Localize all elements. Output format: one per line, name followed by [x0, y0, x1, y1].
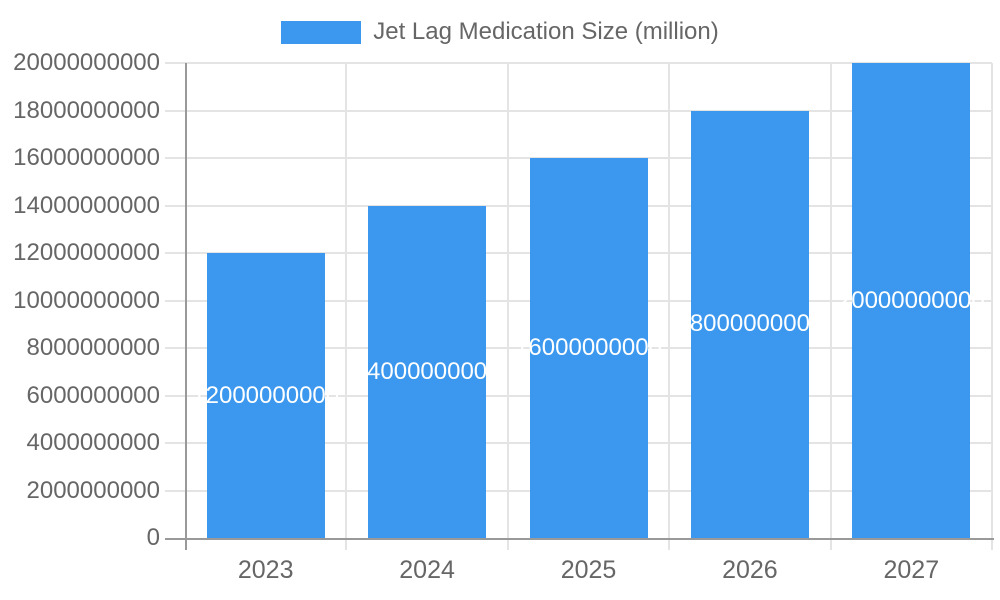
y-axis-tick [165, 109, 185, 112]
x-axis-label: 2026 [722, 556, 778, 584]
legend-swatch-icon [281, 20, 362, 44]
y-axis-line [185, 63, 187, 550]
y-axis-tick [165, 394, 185, 397]
y-axis-tick-label: 12000000000 [13, 239, 160, 266]
y-axis-tick-label: 18000000000 [13, 96, 160, 124]
y-axis-tick [165, 204, 185, 207]
x-axis-label: 2023 [237, 556, 294, 584]
x-axis-tick [668, 540, 671, 550]
gridline-vertical [506, 63, 509, 538]
bar-2023[interactable] [206, 253, 325, 538]
y-axis-tick-label: 16000000000 [13, 144, 160, 171]
x-axis-tick [829, 540, 832, 550]
gridline-horizontal [185, 109, 992, 112]
bar-2026[interactable] [690, 110, 809, 538]
bar-value-label: 12000000000 [192, 381, 340, 409]
y-axis-tick-label: 14000000000 [13, 191, 160, 219]
x-axis-tick [991, 540, 993, 550]
x-axis-label: 2024 [399, 556, 455, 584]
y-axis-tick-label: 2000000000 [26, 476, 160, 504]
x-axis-tick [506, 540, 509, 550]
y-axis-tick-label: 0 [146, 524, 160, 551]
y-axis-tick-label: 8000000000 [26, 334, 160, 361]
gridline-horizontal [185, 62, 992, 64]
bar-value-label: 18000000000 [676, 310, 824, 338]
x-axis-label: 2025 [560, 556, 617, 584]
gridline-vertical [991, 63, 993, 538]
y-axis-tick [165, 157, 185, 159]
y-axis-tick-label: 6000000000 [26, 381, 160, 409]
x-axis-line [165, 538, 994, 540]
y-axis-tick [165, 442, 185, 444]
y-axis-tick [165, 299, 185, 302]
y-axis-tick-label: 20000000000 [13, 49, 160, 76]
gridline-vertical [668, 63, 671, 538]
y-axis-tick-label: 4000000000 [26, 429, 160, 456]
y-axis-tick [165, 347, 185, 349]
gridline-vertical [345, 63, 348, 538]
legend-label: Jet Lag Medication Size (million) [373, 18, 719, 45]
bar-2025[interactable] [529, 158, 648, 538]
plot-area: 0 2000000000 4000000000 6000000000 800000000… [13, 50, 994, 584]
bar-2024[interactable] [368, 205, 487, 538]
bar-2027[interactable] [852, 63, 971, 538]
y-axis-tick [165, 62, 185, 64]
y-axis-tick [165, 252, 185, 254]
chart-legend[interactable]: Jet Lag Medication Size (million) [0, 18, 1000, 46]
bar-value-label: 20000000000 [837, 286, 985, 314]
bar-value-label: 16000000000 [515, 334, 662, 361]
x-axis-label: 2027 [883, 556, 940, 584]
y-axis-tick [165, 489, 185, 492]
bar-value-label: 14000000000 [353, 357, 501, 385]
x-axis-tick [345, 540, 348, 550]
y-axis-tick-label: 10000000000 [13, 286, 160, 314]
gridline-vertical [829, 63, 832, 538]
